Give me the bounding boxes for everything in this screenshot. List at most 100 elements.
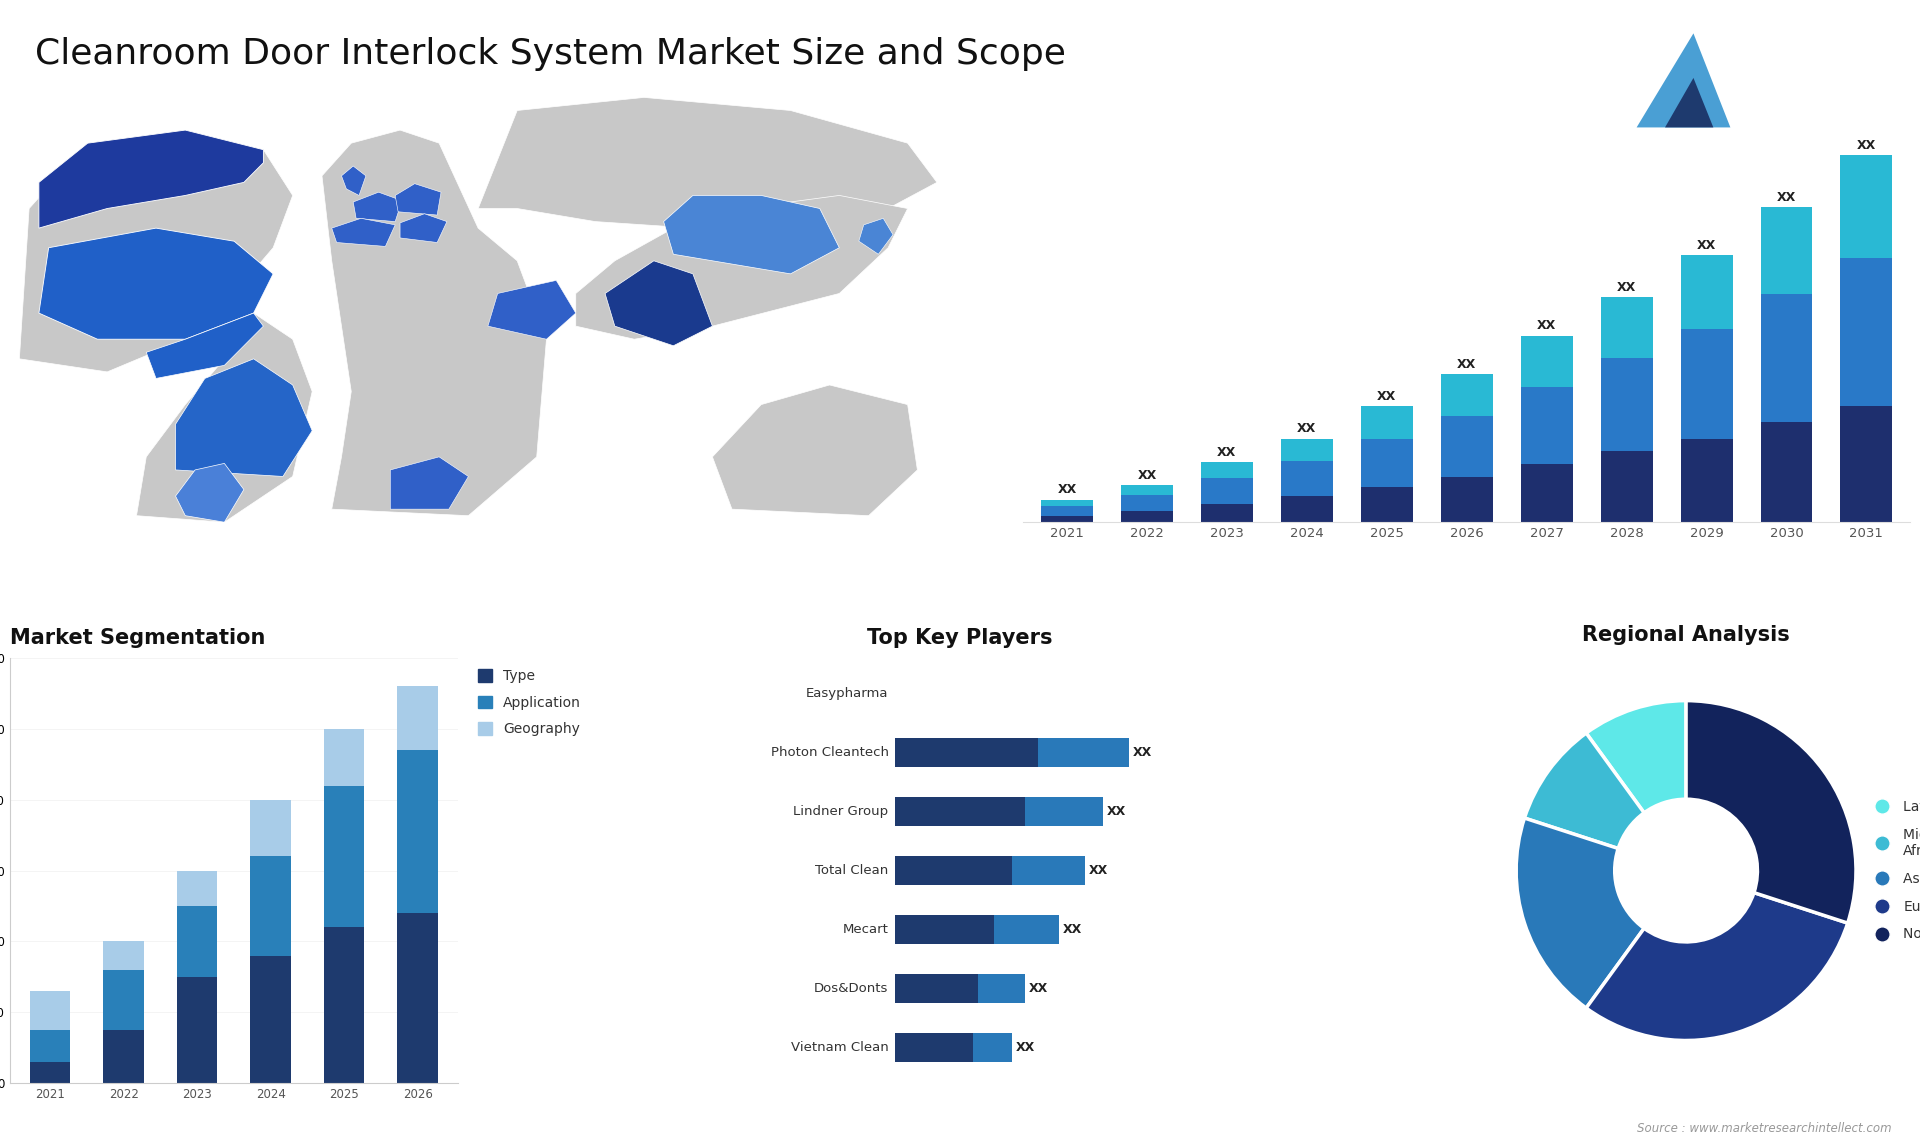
Bar	[177, 906, 217, 976]
Polygon shape	[136, 313, 313, 523]
Legend: Latin America, Middle East &
Africa, Asia Pacific, Europe, North America: Latin America, Middle East & Africa, Asi…	[1862, 794, 1920, 947]
Bar	[1601, 452, 1653, 523]
Text: Easypharma: Easypharma	[806, 688, 889, 700]
Bar	[250, 956, 292, 1083]
Bar	[397, 751, 438, 913]
Bar	[895, 796, 1025, 826]
Bar	[1200, 462, 1254, 478]
Bar	[1025, 796, 1102, 826]
Bar	[104, 941, 144, 970]
Text: XX: XX	[1089, 864, 1108, 877]
Bar	[1841, 407, 1893, 523]
Bar	[104, 970, 144, 1030]
Text: XX: XX	[1137, 469, 1156, 481]
Bar	[1440, 477, 1492, 523]
Text: Lindner Group: Lindner Group	[793, 804, 889, 818]
Title: Top Key Players: Top Key Players	[868, 628, 1052, 649]
Polygon shape	[146, 313, 263, 378]
Text: Vietnam Clean: Vietnam Clean	[791, 1041, 889, 1054]
Bar	[324, 927, 365, 1083]
Bar	[977, 974, 1025, 1003]
Polygon shape	[175, 359, 313, 477]
Bar	[1680, 329, 1732, 439]
Bar	[31, 991, 71, 1030]
Polygon shape	[332, 219, 396, 246]
Wedge shape	[1586, 893, 1847, 1041]
Polygon shape	[1636, 33, 1730, 127]
Wedge shape	[1586, 700, 1686, 813]
Polygon shape	[38, 131, 263, 228]
Bar	[1521, 387, 1572, 464]
Text: INTELLECT: INTELLECT	[1764, 100, 1830, 110]
Text: XX: XX	[1016, 1041, 1035, 1054]
Text: XX: XX	[1058, 484, 1077, 496]
Polygon shape	[664, 196, 839, 274]
Bar	[31, 1061, 71, 1083]
Text: Mecart: Mecart	[843, 923, 889, 936]
Bar	[177, 871, 217, 906]
Text: Photon Cleantech: Photon Cleantech	[770, 746, 889, 759]
Title: Regional Analysis: Regional Analysis	[1582, 626, 1789, 645]
Bar	[1761, 293, 1812, 423]
Text: XX: XX	[1062, 923, 1081, 936]
Text: Source : www.marketresearchintellect.com: Source : www.marketresearchintellect.com	[1636, 1122, 1891, 1135]
Text: XX: XX	[1217, 446, 1236, 460]
Text: XX: XX	[1697, 238, 1716, 252]
Text: RESEARCH: RESEARCH	[1764, 73, 1832, 83]
Text: Total Clean: Total Clean	[816, 864, 889, 877]
Bar	[1200, 478, 1254, 504]
Bar	[1601, 358, 1653, 452]
Bar	[1121, 485, 1173, 495]
Bar	[1761, 206, 1812, 293]
Bar	[1281, 461, 1332, 496]
Wedge shape	[1524, 733, 1644, 848]
Bar	[1200, 504, 1254, 523]
Text: Dos&Donts: Dos&Donts	[814, 982, 889, 995]
Bar	[1281, 439, 1332, 461]
Polygon shape	[342, 166, 367, 196]
Bar	[895, 974, 977, 1003]
Bar	[895, 915, 995, 944]
Polygon shape	[38, 228, 273, 339]
Text: XX: XX	[1029, 982, 1048, 995]
Bar	[895, 738, 1039, 768]
Bar	[973, 1033, 1012, 1062]
Polygon shape	[399, 214, 447, 243]
Bar	[895, 1033, 973, 1062]
Text: XX: XX	[1457, 358, 1476, 371]
Polygon shape	[488, 281, 576, 339]
Polygon shape	[390, 457, 468, 509]
Wedge shape	[1517, 818, 1644, 1008]
Bar	[1521, 464, 1572, 523]
Text: XX: XX	[1617, 281, 1636, 293]
Polygon shape	[712, 385, 918, 516]
Legend: Type, Application, Geography: Type, Application, Geography	[474, 665, 586, 740]
Bar	[397, 686, 438, 751]
Bar	[995, 915, 1058, 944]
Polygon shape	[576, 196, 908, 339]
Bar	[1041, 516, 1092, 523]
Bar	[31, 1030, 71, 1061]
Bar	[104, 1030, 144, 1083]
Bar	[1361, 407, 1413, 439]
Bar	[250, 800, 292, 856]
Polygon shape	[858, 219, 893, 254]
Bar	[1039, 738, 1129, 768]
Text: XX: XX	[1133, 746, 1152, 759]
Text: XX: XX	[1106, 804, 1125, 818]
Bar	[1121, 511, 1173, 523]
Text: Market Segmentation: Market Segmentation	[10, 628, 265, 649]
Bar	[1361, 487, 1413, 523]
Polygon shape	[323, 131, 547, 516]
Bar	[1440, 375, 1492, 416]
Bar	[1041, 507, 1092, 516]
Text: MARKET: MARKET	[1764, 46, 1816, 56]
Wedge shape	[1686, 700, 1857, 923]
Polygon shape	[19, 131, 292, 372]
Text: XX: XX	[1857, 139, 1876, 152]
Text: XX: XX	[1776, 190, 1795, 204]
Polygon shape	[175, 463, 244, 523]
Bar	[1521, 336, 1572, 387]
Bar	[1841, 258, 1893, 407]
Bar	[1440, 416, 1492, 477]
